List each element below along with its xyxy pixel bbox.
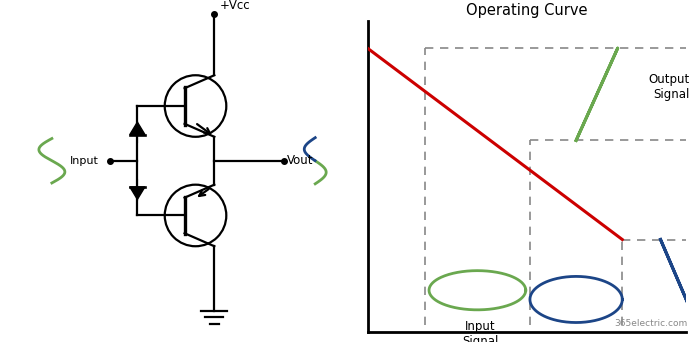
Polygon shape	[130, 187, 145, 199]
Text: Input
Signal: Input Signal	[463, 320, 499, 342]
Text: Vout: Vout	[287, 154, 314, 167]
Polygon shape	[130, 122, 145, 134]
Text: Output
Signal: Output Signal	[648, 74, 690, 101]
Text: Input: Input	[70, 156, 99, 166]
Text: +Vcc: +Vcc	[220, 0, 250, 12]
Text: 365electric.com: 365electric.com	[615, 319, 687, 328]
Title: Operating Curve: Operating Curve	[466, 3, 587, 18]
